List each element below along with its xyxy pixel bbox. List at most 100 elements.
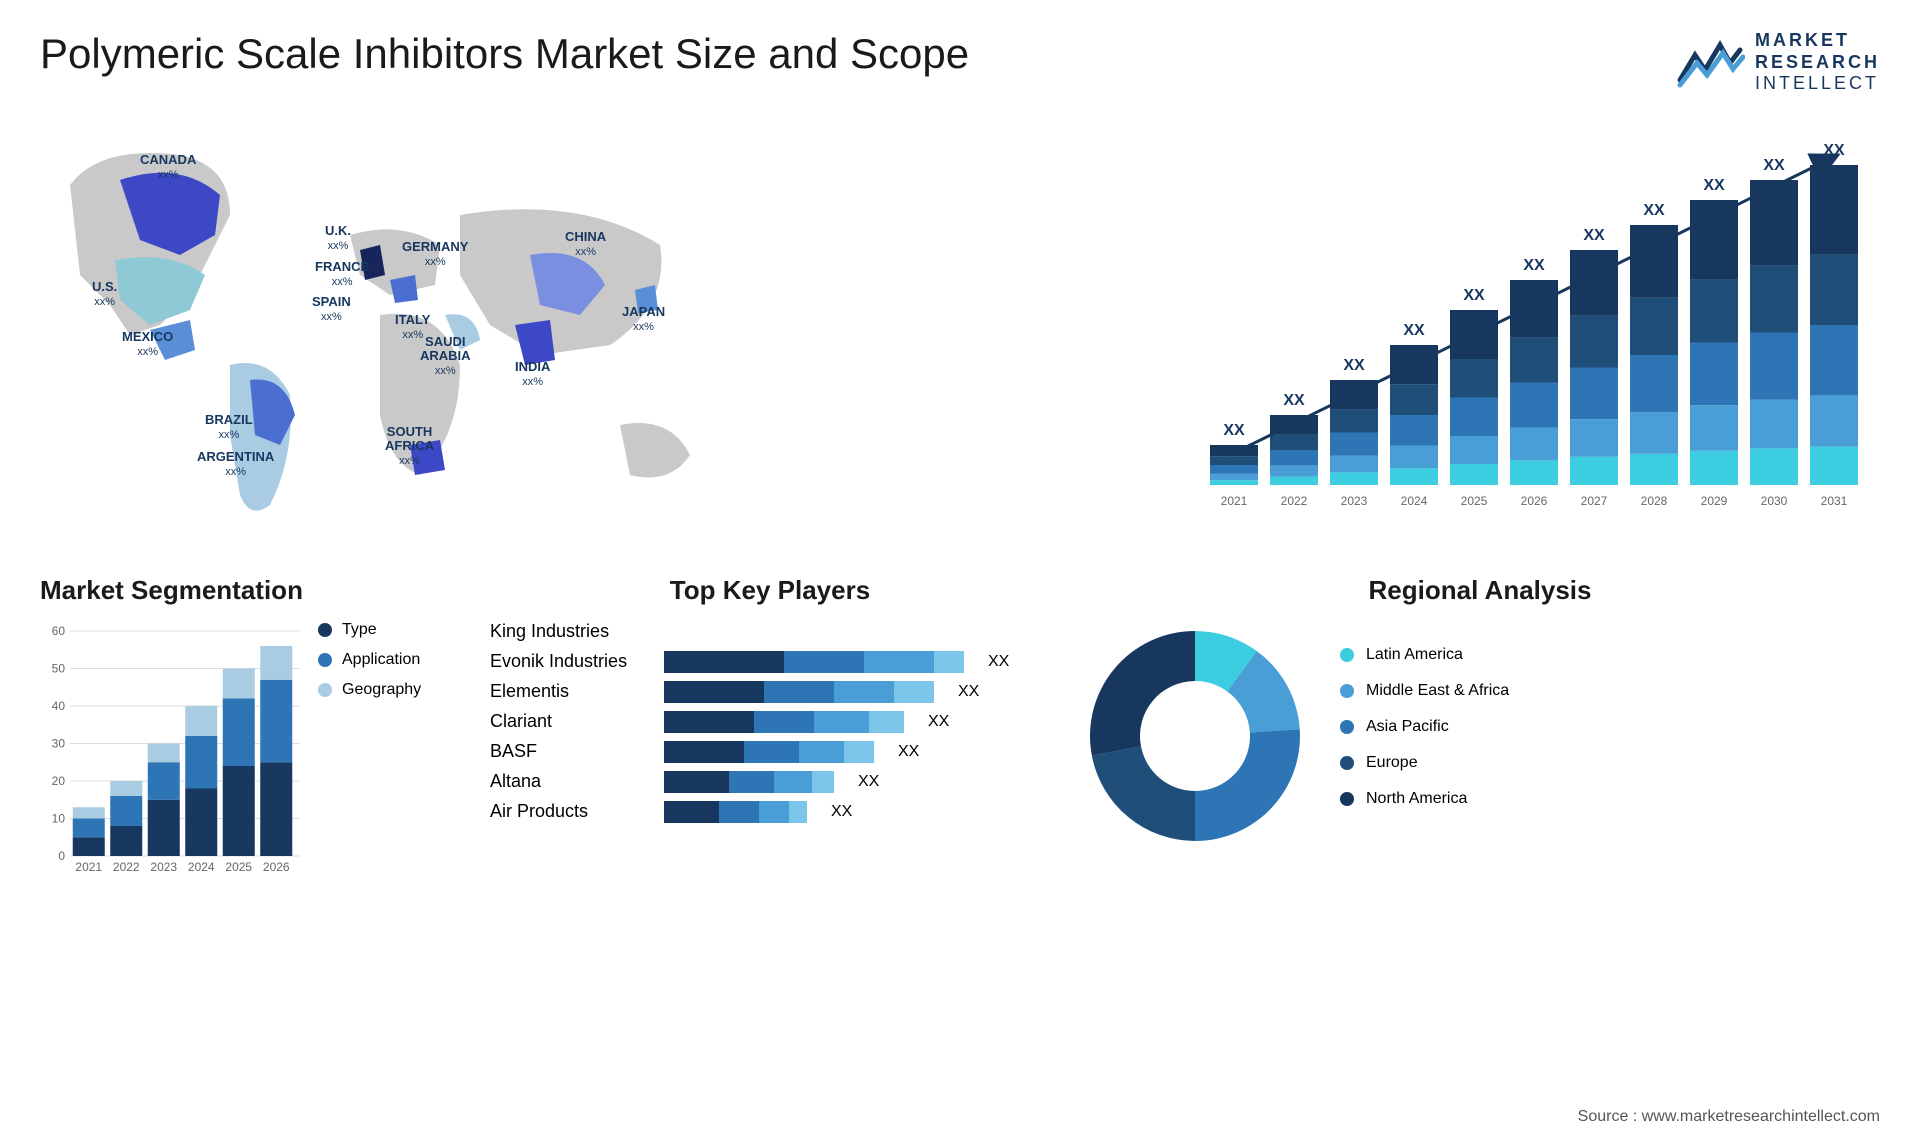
growth-bar-seg <box>1510 280 1558 337</box>
legend-dot <box>318 623 332 637</box>
seg-bar-seg <box>260 680 292 763</box>
map-label-argentina: ARGENTINAxx% <box>197 450 274 479</box>
growth-bar-seg <box>1390 446 1438 468</box>
player-bar-seg <box>934 651 964 673</box>
page-title: Polymeric Scale Inhibitors Market Size a… <box>40 30 969 78</box>
growth-year-label: 2025 <box>1461 494 1488 508</box>
growth-bar-seg <box>1450 359 1498 398</box>
seg-bar-seg <box>260 646 292 680</box>
growth-year-label: 2027 <box>1581 494 1608 508</box>
growth-bar-seg <box>1210 474 1258 480</box>
growth-bar-seg <box>1750 399 1798 448</box>
player-bar-seg <box>864 651 934 673</box>
growth-bar-seg <box>1510 427 1558 460</box>
growth-year-label: 2021 <box>1221 494 1248 508</box>
segmentation-title: Market Segmentation <box>40 575 460 606</box>
player-row: Air ProductsXX <box>490 801 1050 823</box>
donut-slice <box>1195 729 1300 841</box>
seg-xlabel: 2024 <box>188 860 215 874</box>
player-bar <box>664 741 874 763</box>
regional-title: Regional Analysis <box>1080 575 1880 606</box>
legend-label: Asia Pacific <box>1366 718 1449 736</box>
growth-bar-seg <box>1270 434 1318 449</box>
growth-bar-seg <box>1390 384 1438 415</box>
growth-bar-seg <box>1570 457 1618 485</box>
growth-bar-seg <box>1630 298 1678 355</box>
growth-year-label: 2029 <box>1701 494 1728 508</box>
growth-chart-svg: 2021XX2022XX2023XX2024XX2025XX2026XX2027… <box>1200 125 1880 535</box>
player-bar-seg <box>729 771 774 793</box>
player-row: AltanaXX <box>490 771 1050 793</box>
player-bar <box>664 771 834 793</box>
donut-svg <box>1080 621 1310 851</box>
player-bar-seg <box>814 711 869 733</box>
growth-bar-seg <box>1750 448 1798 485</box>
seg-ylabel: 10 <box>52 811 66 825</box>
map-label-brazil: BRAZILxx% <box>205 413 253 442</box>
player-bar-seg <box>774 771 812 793</box>
map-label-china: CHINAxx% <box>565 230 606 259</box>
growth-year-label: 2026 <box>1521 494 1548 508</box>
growth-bar-seg <box>1690 451 1738 485</box>
growth-bar-seg <box>1450 464 1498 485</box>
growth-chart: 2021XX2022XX2023XX2024XX2025XX2026XX2027… <box>1200 125 1880 535</box>
growth-bar-seg <box>1390 415 1438 446</box>
growth-bar-seg <box>1810 165 1858 255</box>
growth-bar-seg <box>1750 332 1798 399</box>
seg-bar-seg <box>110 796 142 826</box>
legend-dot <box>1340 684 1354 698</box>
regional-legend-item: Middle East & Africa <box>1340 682 1509 700</box>
logo-line3: INTELLECT <box>1755 73 1880 95</box>
seg-bar-seg <box>223 668 255 698</box>
regional-legend: Latin AmericaMiddle East & AfricaAsia Pa… <box>1340 646 1509 826</box>
map-label-india: INDIAxx% <box>515 360 550 389</box>
growth-bar-seg <box>1510 337 1558 382</box>
seg-bar-seg <box>148 743 180 762</box>
player-bar <box>664 681 934 703</box>
legend-dot <box>318 653 332 667</box>
player-name: Elementis <box>490 681 650 702</box>
map-label-canada: CANADAxx% <box>140 153 196 182</box>
growth-bar-value: XX <box>1763 157 1785 174</box>
growth-bar-seg <box>1810 254 1858 324</box>
source-text: Source : www.marketresearchintellect.com <box>1578 1108 1880 1126</box>
growth-year-label: 2024 <box>1401 494 1428 508</box>
player-value: XX <box>988 653 1009 671</box>
legend-dot <box>1340 720 1354 734</box>
growth-bar-seg <box>1270 450 1318 465</box>
player-row: ClariantXX <box>490 711 1050 733</box>
growth-bar-value: XX <box>1223 422 1245 439</box>
legend-label: Europe <box>1366 754 1418 772</box>
growth-bar-value: XX <box>1703 177 1725 194</box>
legend-label: Type <box>342 621 377 639</box>
segmentation-svg: 0102030405060202120222023202420252026 <box>40 621 300 881</box>
growth-bar-value: XX <box>1403 322 1425 339</box>
player-value: XX <box>958 683 979 701</box>
player-bar-seg <box>664 711 754 733</box>
player-bar-seg <box>754 711 814 733</box>
legend-dot <box>318 683 332 697</box>
players-title: Top Key Players <box>490 575 1050 606</box>
legend-label: Middle East & Africa <box>1366 682 1509 700</box>
seg-bar-seg <box>223 698 255 766</box>
legend-label: Geography <box>342 681 421 699</box>
map-label-spain: SPAINxx% <box>312 295 351 324</box>
growth-bar-seg <box>1690 280 1738 343</box>
seg-bar-seg <box>110 826 142 856</box>
player-row: BASFXX <box>490 741 1050 763</box>
seg-bar-seg <box>73 837 105 856</box>
growth-bar-seg <box>1330 432 1378 455</box>
seg-ylabel: 60 <box>52 624 66 638</box>
player-name: King Industries <box>490 621 650 642</box>
player-bar-seg <box>759 801 789 823</box>
world-map: CANADAxx%U.S.xx%MEXICOxx%BRAZILxx%ARGENT… <box>40 125 1160 535</box>
player-bar-seg <box>784 651 864 673</box>
brand-logo: MARKET RESEARCH INTELLECT <box>1675 30 1880 95</box>
growth-bar-seg <box>1570 419 1618 457</box>
growth-bar-seg <box>1810 325 1858 395</box>
growth-bar-seg <box>1570 316 1618 368</box>
player-row: Elementis XX <box>490 681 1050 703</box>
seg-xlabel: 2021 <box>75 860 102 874</box>
map-label-france: FRANCExx% <box>315 260 369 289</box>
growth-year-label: 2030 <box>1761 494 1788 508</box>
